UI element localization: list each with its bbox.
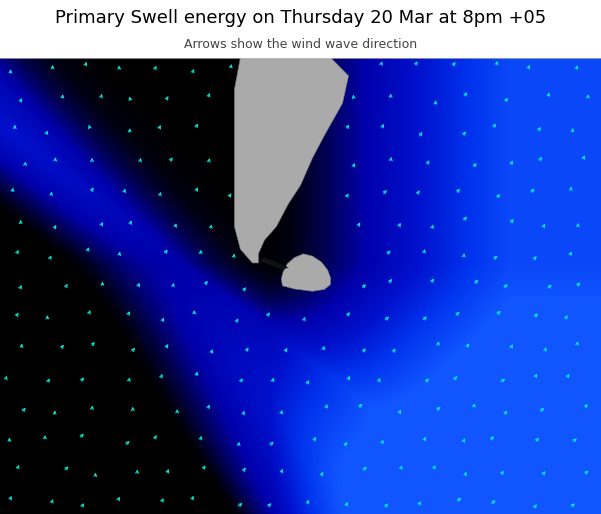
Text: Primary Swell energy on Thursday 20 Mar at 8pm +05: Primary Swell energy on Thursday 20 Mar … <box>55 9 546 27</box>
Text: Arrows show the wind wave direction: Arrows show the wind wave direction <box>184 39 417 51</box>
Polygon shape <box>234 58 349 263</box>
Polygon shape <box>258 258 288 270</box>
Polygon shape <box>281 254 331 291</box>
